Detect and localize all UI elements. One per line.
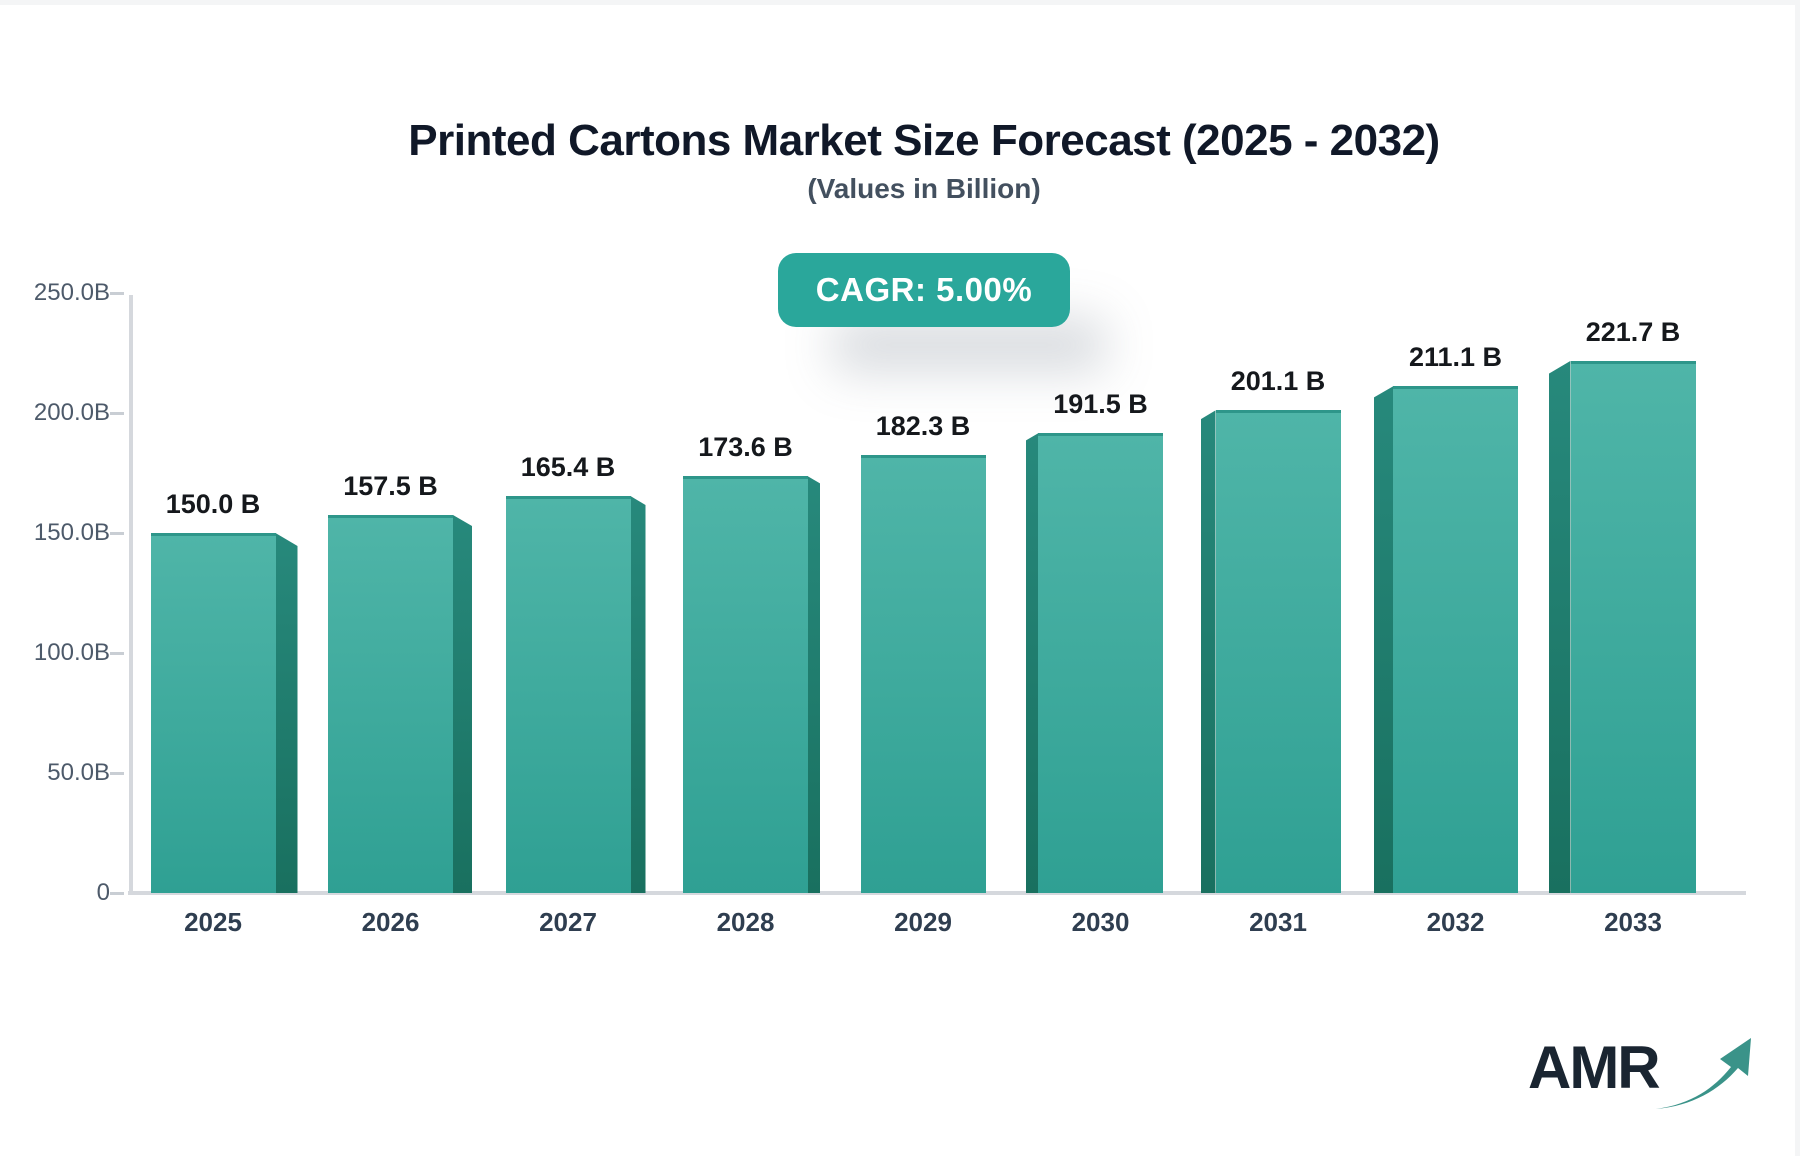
bar-2032 — [1393, 386, 1518, 893]
bar-2030 — [1038, 433, 1163, 893]
bar-value-label: 201.1 B — [1230, 366, 1326, 397]
bar-2025-side-face — [275, 533, 298, 893]
y-tick-label: 150.0B — [33, 519, 110, 546]
y-tick-label: 100.0B — [33, 639, 110, 666]
amr-logo-text: AMR — [1528, 1034, 1661, 1101]
y-tick-label: 50.0B — [47, 759, 110, 786]
bar-2031 — [1215, 410, 1341, 893]
bar-value-label: 165.4 B — [520, 452, 616, 483]
bar-value-label: 173.6 B — [698, 432, 793, 463]
cagr-badge: CAGR: 5.00% — [777, 253, 1071, 328]
bar-value-label: 191.5 B — [1053, 389, 1148, 420]
x-tick-label: 2027 — [539, 907, 597, 937]
y-tick-mark — [110, 411, 124, 415]
x-tick-label: 2028 — [716, 907, 775, 937]
amr-logo: AMR — [1528, 1033, 1758, 1123]
bar-2030-side-face — [1026, 433, 1038, 893]
bar-2031-side-face — [1200, 410, 1216, 893]
bar-2026-side-face — [453, 515, 472, 893]
y-tick-label: 200.0B — [33, 399, 110, 426]
x-tick-label: 2033 — [1604, 907, 1662, 937]
chart-card: Printed Cartons Market Size Forecast (20… — [0, 5, 1795, 1156]
bar-value-label: 157.5 B — [343, 471, 438, 501]
bar-2026 — [328, 515, 453, 893]
x-tick-label: 2025 — [184, 907, 242, 937]
page-title: Printed Cartons Market Size Forecast (20… — [408, 116, 1440, 165]
x-tick-label: 2031 — [1249, 907, 1307, 937]
y-tick-mark — [110, 651, 124, 655]
y-tick-mark — [110, 771, 124, 775]
y-tick-mark — [110, 291, 124, 295]
x-tick-label: 2032 — [1426, 907, 1485, 937]
bar-value-label: 221.7 B — [1585, 316, 1681, 347]
bar-2029 — [860, 455, 986, 893]
y-tick-mark — [110, 531, 124, 535]
bar-2028-side-face — [808, 476, 820, 893]
y-tick-label: 250.0B — [33, 279, 110, 306]
bar-value-label: 182.3 B — [875, 411, 971, 442]
bar-value-label: 150.0 B — [165, 489, 261, 519]
bar-2033 — [1570, 360, 1696, 893]
bar-2027 — [505, 496, 631, 893]
y-tick-mark — [110, 891, 124, 895]
bar-value-label: 211.1 B — [1408, 342, 1503, 373]
bar-2028 — [683, 476, 808, 893]
x-tick-label: 2030 — [1071, 907, 1130, 937]
bar-2027-side-face — [630, 496, 646, 893]
bar-2033-side-face — [1548, 360, 1571, 893]
bar-2025 — [150, 533, 276, 893]
y-axis-line — [129, 295, 133, 893]
y-tick-label: 0 — [96, 879, 110, 906]
bar-2032-side-face — [1374, 386, 1393, 893]
x-tick-label: 2026 — [361, 907, 420, 937]
chart-header: Printed Cartons Market Size Forecast (20… — [24, 5, 1800, 328]
page-subtitle: (Values in Billion) — [807, 173, 1041, 205]
x-axis-line — [128, 891, 1746, 895]
growth-arrow-icon — [1656, 1038, 1751, 1109]
x-tick-label: 2029 — [894, 907, 952, 937]
